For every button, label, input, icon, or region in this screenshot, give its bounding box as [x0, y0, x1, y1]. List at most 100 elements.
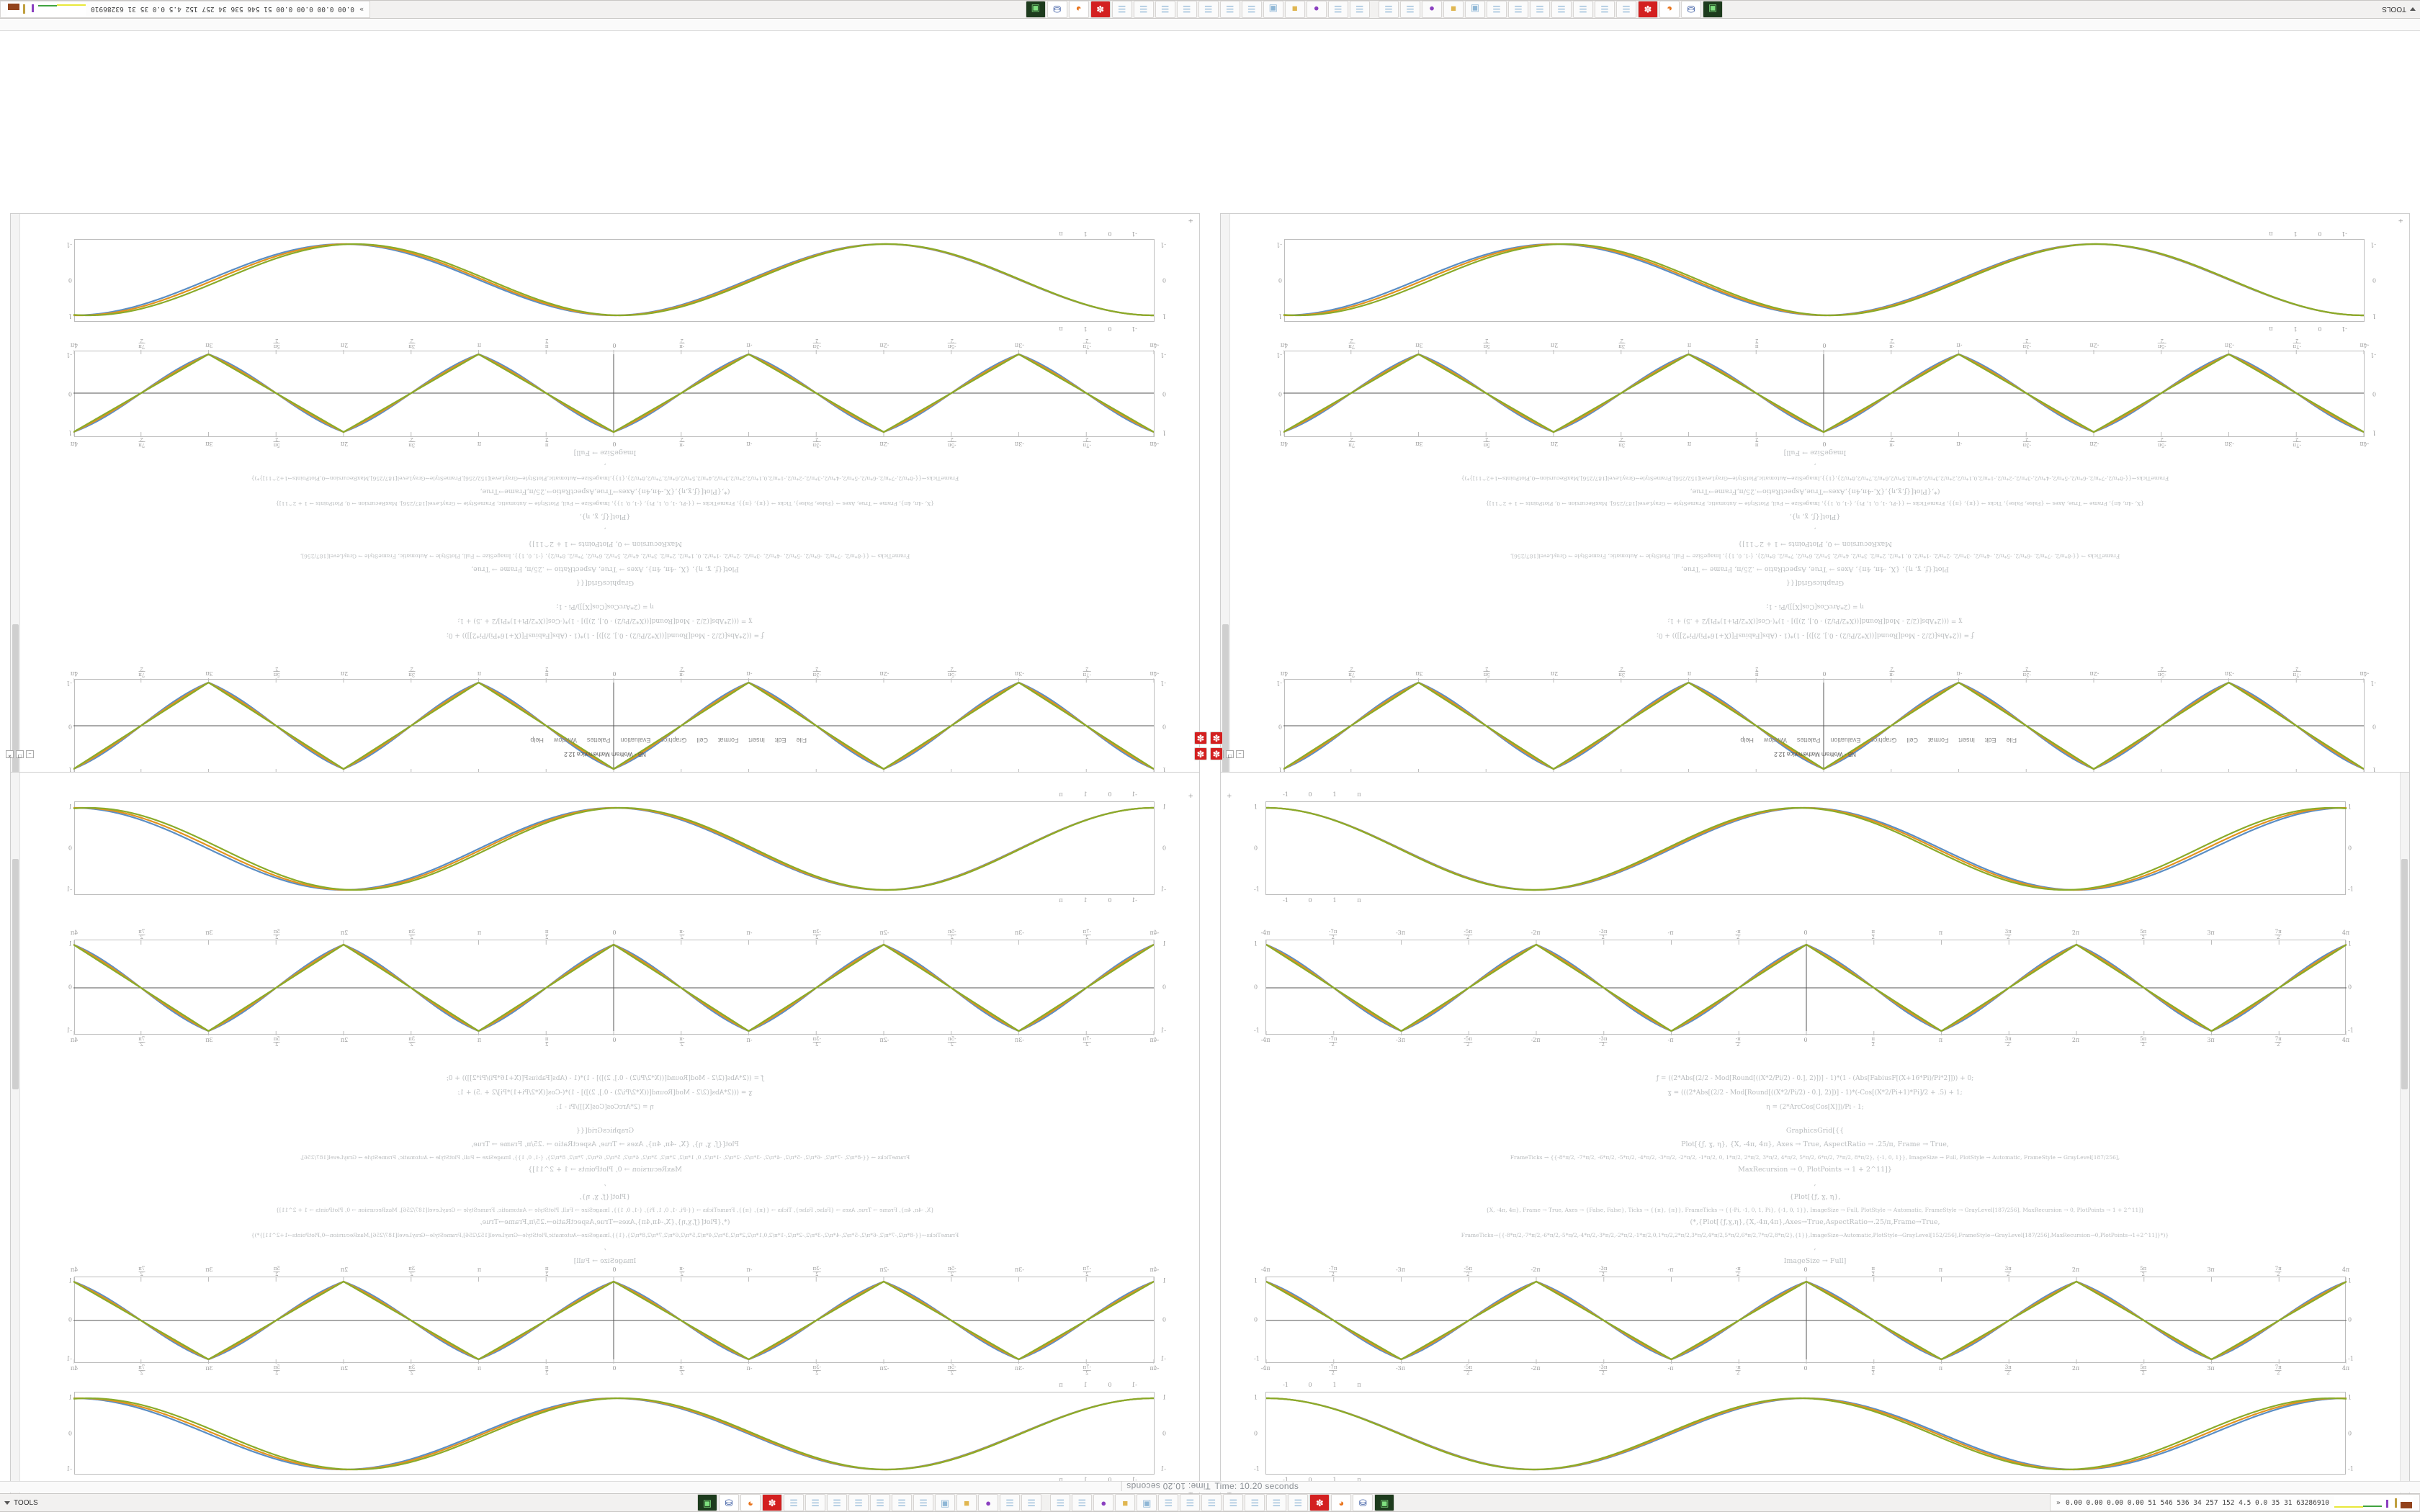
code-line-graphicsgrid[interactable]: {X, -4π, 4π}, Frame → True, Axes → {Fals…	[1486, 500, 2144, 507]
code-line-definition[interactable]: ɣ = (((2*Abs[(2/2 - Mod[Round[((X*2/Pi/2…	[457, 1089, 753, 1097]
code-line-definition[interactable]: η = (2*ArcCos[Cos[X]])/Pi - 1;	[556, 1104, 654, 1111]
browser-purple-icon[interactable]: ●	[978, 1494, 999, 1511]
close-button[interactable]: ✕	[6, 750, 14, 758]
code-line-definition[interactable]: ƒ = ((2*Abs[(2/2 - Mod[Round[((X*2/Pi/2)…	[1656, 1075, 1974, 1082]
notepad-icon[interactable]: ☰	[913, 1494, 934, 1511]
code-line-graphicsgrid[interactable]: Plot[{ƒ, ɣ, η}, {X, -4π, 4π}, Axes → Tru…	[1681, 1140, 1949, 1148]
code-line-graphicsgrid[interactable]: ,	[604, 1243, 606, 1251]
code-line-graphicsgrid[interactable]: {X, -4π, 4π}, Frame → True, Axes → {Fals…	[276, 500, 934, 507]
menu-item-cell[interactable]: Cell	[1906, 737, 1918, 744]
system-monitor-top[interactable]: » 0.00 0.00 0.00 0.00 51 546 536 34 257 …	[0, 1, 371, 18]
floppy-save-icon[interactable]: ⛁	[1047, 1, 1067, 18]
menu-bar-right[interactable]: File Edit Insert Format Cell Graphics Evaluati…	[807, 736, 2420, 744]
minimize-button[interactable]: _	[1236, 750, 1244, 758]
system-monitor-bottom[interactable]: » 0.00 0.00 0.00 0.00 51 546 536 34 257 …	[2049, 1494, 2420, 1511]
notepad-icon[interactable]: ☰	[870, 1494, 891, 1511]
mathematica-icon[interactable]: ✽	[762, 1494, 783, 1511]
mathematica-icon[interactable]: ✽	[1210, 747, 1223, 760]
code-line-graphicsgrid[interactable]: ,	[604, 462, 606, 470]
menu-item-palettes[interactable]: Palettes	[1796, 737, 1821, 744]
code-line-graphicsgrid[interactable]: ImageSize → Full]	[1783, 449, 1847, 456]
notepad-icon[interactable]: ☰	[1158, 1494, 1179, 1511]
notepad-icon[interactable]: ☰	[1219, 1, 1240, 18]
menu-item-evaluation[interactable]: Evaluation	[620, 737, 651, 744]
notepad-icon[interactable]: ☰	[784, 1494, 805, 1511]
code-line-graphicsgrid[interactable]: {Plot[{ƒ, ɣ, η},	[579, 513, 631, 521]
terminal-icon[interactable]: ▣	[697, 1494, 718, 1511]
notepad-icon[interactable]: ☰	[892, 1494, 913, 1511]
terminal-icon[interactable]: ▣	[1374, 1494, 1395, 1511]
notepad-icon[interactable]: ☰	[1223, 1494, 1244, 1511]
notepad-icon[interactable]: ☰	[1266, 1494, 1287, 1511]
mathematica-icon[interactable]: ✽	[1194, 747, 1207, 760]
notebook-window-mirror-c[interactable]: -1 -1 0 0 1 1 π π 1 1 0 0 -1 -1 + -4π -4π -7π 2 -7π 2 -3π -3π -…	[10, 772, 1200, 1500]
monitor-icon[interactable]: ▣	[1464, 1, 1485, 18]
notepad-icon[interactable]: ☰	[1529, 1, 1550, 18]
mathematica-icon[interactable]: ✽	[1309, 1494, 1330, 1511]
notepad-icon[interactable]: ☰	[805, 1494, 826, 1511]
notepad-icon[interactable]: ☰	[1327, 1, 1348, 18]
folder-icon[interactable]: ■	[1284, 1, 1305, 18]
maximize-button[interactable]: ❐	[16, 750, 24, 758]
bottom-taskbar[interactable]: TOOLS ☰ ☰ ● ■ ▣ ☰ ☰ ☰ ☰ ☰ ☰ ☰ ✽ ◕ ⛁ ▣ ☰ ☰ ● ■ ▣ ☰ ☰ ☰ ☰ ☰ ☰ ☰ ✽ ◕ ⛁ ▣ »…	[0, 1493, 2420, 1512]
code-line-definition[interactable]: ɣ = (((2*Abs[(2/2 - Mod[Round[((X*2/Pi/2…	[1667, 617, 1963, 624]
code-line-graphicsgrid[interactable]: FrameTicks→{{-8*π/2,-7*π/2,-6*π/2,-5*π/2…	[1461, 475, 2169, 482]
code-line-graphicsgrid[interactable]: GraphicsGrid[{{	[575, 579, 635, 587]
menu-item-help[interactable]: Help	[530, 737, 544, 744]
code-line-definition[interactable]: η = (2*ArcCos[Cos[X]])/Pi - 1;	[1766, 1104, 1864, 1111]
code-line-graphicsgrid[interactable]: FrameTicks → {{-8*π/2, -7*π/2, -6*π/2, -…	[1510, 553, 2120, 559]
code-line-graphicsgrid[interactable]: FrameTicks→{{-8*π/2,-7*π/2,-6*π/2,-5*π/2…	[251, 1232, 959, 1238]
code-line-graphicsgrid[interactable]: ,	[604, 526, 606, 534]
floppy-save-icon[interactable]: ⛁	[719, 1494, 740, 1511]
code-line-graphicsgrid[interactable]: Plot[{ƒ, ɣ, η}, {X, -4π, 4π}, Axes → Tru…	[471, 565, 739, 573]
code-line-definition[interactable]: ɣ = (((2*Abs[(2/2 - Mod[Round[((X*2/Pi/2…	[457, 617, 753, 624]
notepad-icon[interactable]: ☰	[1507, 1, 1528, 18]
menu-item-format[interactable]: Format	[717, 737, 739, 744]
mathematica-icon[interactable]: ✽	[1194, 732, 1207, 744]
monitor-icon[interactable]: ▣	[935, 1494, 956, 1511]
notepad-icon[interactable]: ☰	[1072, 1494, 1093, 1511]
code-line-graphicsgrid[interactable]: (*,{Plot[{ƒ,ɣ,η},{X,-4π,4π},Axes→True,As…	[1690, 487, 1940, 495]
code-line-definition[interactable]: ƒ = ((2*Abs[(2/2 - Mod[Round[((X*2/Pi/2)…	[1656, 631, 1974, 639]
scrollbar-thumb[interactable]	[12, 859, 19, 1089]
code-line-definition[interactable]: ƒ = ((2*Abs[(2/2 - Mod[Round[((X*2/Pi/2)…	[446, 1075, 764, 1082]
code-line-graphicsgrid[interactable]: FrameTicks → {{-8*π/2, -7*π/2, -6*π/2, -…	[300, 553, 910, 559]
code-line-graphicsgrid[interactable]: ,	[604, 1179, 606, 1187]
mathematica-icon[interactable]: ✽	[1210, 732, 1223, 744]
code-line-graphicsgrid[interactable]: MaxRecursion → 0, PlotPoints → 1 + 2^11]…	[528, 1166, 682, 1174]
code-line-definition[interactable]: ƒ = ((2*Abs[(2/2 - Mod[Round[((X*2/Pi/2)…	[446, 631, 764, 639]
add-cell-button[interactable]: +	[1227, 793, 1232, 800]
menu-item-cell[interactable]: Cell	[696, 737, 708, 744]
code-line-graphicsgrid[interactable]: {Plot[{ƒ, ɣ, η},	[1789, 1193, 1841, 1201]
menu-item-graphics[interactable]: Graphics	[1870, 737, 1897, 744]
code-line-graphicsgrid[interactable]: GraphicsGrid[{{	[575, 1127, 635, 1135]
mathematica-icon[interactable]: ✽	[1090, 1, 1111, 18]
code-line-graphicsgrid[interactable]: ,	[1814, 1243, 1816, 1251]
code-line-graphicsgrid[interactable]: (*,{Plot[{ƒ,ɣ,η},{X,-4π,4π},Axes→True,As…	[480, 487, 730, 495]
task-list-top[interactable]: ☰ ☰ ● ■ ▣ ☰ ☰ ☰ ☰ ☰ ☰ ☰ ✽ ◕ ⛁ ▣ ☰ ☰ ● ■ ▣ ☰ ☰ ☰ ☰ ☰ ☰ ☰ ✽ ◕ ⛁ ▣	[370, 1, 2378, 18]
code-line-graphicsgrid[interactable]: MaxRecursion → 0, PlotPoints → 1 + 2^11]…	[1738, 540, 1892, 548]
monitor-icon[interactable]: ▣	[1137, 1494, 1157, 1511]
folder-icon[interactable]: ■	[1115, 1494, 1136, 1511]
task-list-bottom[interactable]: ☰ ☰ ● ■ ▣ ☰ ☰ ☰ ☰ ☰ ☰ ☰ ✽ ◕ ⛁ ▣ ☰ ☰ ● ■ ▣ ☰ ☰ ☰ ☰ ☰ ☰ ☰ ✽ ◕ ⛁ ▣	[42, 1494, 2050, 1511]
menu-item-format[interactable]: Format	[1927, 737, 1949, 744]
menu-item-graphics[interactable]: Graphics	[660, 737, 687, 744]
notepad-icon[interactable]: ☰	[1615, 1, 1636, 18]
start-button-bottom[interactable]: TOOLS	[0, 1499, 42, 1507]
firefox-icon[interactable]: ◕	[740, 1494, 761, 1511]
firefox-icon[interactable]: ◕	[1068, 1, 1089, 18]
notepad-icon[interactable]: ☰	[1000, 1494, 1021, 1511]
code-line-graphicsgrid[interactable]: ImageSize → Full]	[573, 1257, 637, 1265]
code-line-graphicsgrid[interactable]: FrameTicks→{{-8*π/2,-7*π/2,-6*π/2,-5*π/2…	[1461, 1232, 2169, 1238]
floppy-save-icon[interactable]: ⛁	[1353, 1494, 1373, 1511]
code-line-graphicsgrid[interactable]: Plot[{ƒ, ɣ, η}, {X, -4π, 4π}, Axes → Tru…	[1681, 565, 1949, 573]
menu-item-palettes[interactable]: Palettes	[586, 737, 611, 744]
folder-icon[interactable]: ■	[1443, 1, 1464, 18]
terminal-icon[interactable]: ▣	[1702, 1, 1723, 18]
scrollbar-thumb[interactable]	[2401, 859, 2408, 1089]
menu-item-evaluation[interactable]: Evaluation	[1830, 737, 1861, 744]
task-buttons[interactable]: ☰ ☰ ● ■ ▣ ☰ ☰ ☰ ☰ ☰ ☰ ☰ ✽ ◕ ⛁ ▣	[1025, 1, 1370, 18]
code-line-graphicsgrid[interactable]: ,	[1814, 462, 1816, 470]
code-line-graphicsgrid[interactable]: MaxRecursion → 0, PlotPoints → 1 + 2^11]…	[528, 540, 682, 548]
start-button[interactable]: TOOLS	[2378, 6, 2420, 14]
